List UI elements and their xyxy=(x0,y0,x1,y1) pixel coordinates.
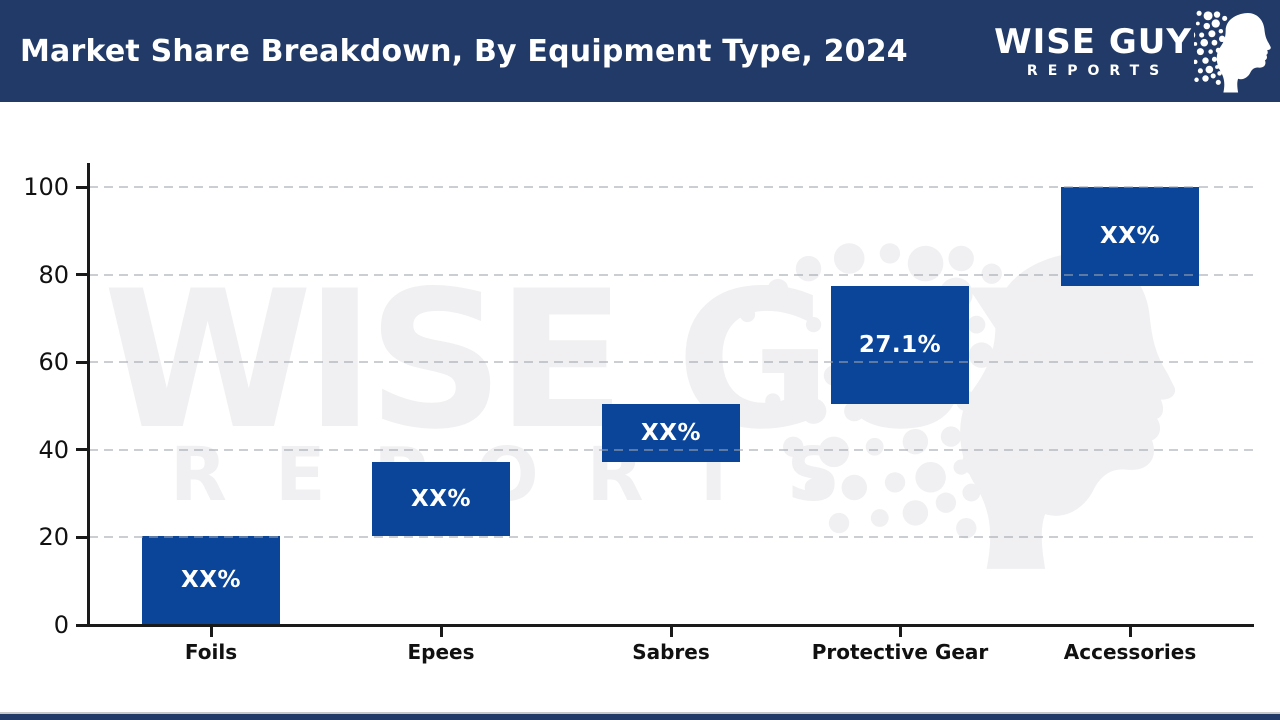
logo-reports-text: REPORTS xyxy=(1026,62,1170,79)
y-tick-label: 40 xyxy=(38,435,69,464)
gridline xyxy=(89,536,1253,539)
y-tick xyxy=(76,273,87,277)
y-tick xyxy=(76,360,87,364)
bar-sabres: XX% xyxy=(602,404,740,462)
page-title: Market Share Breakdown, By Equipment Typ… xyxy=(20,33,908,69)
header-bar: Market Share Breakdown, By Equipment Typ… xyxy=(0,0,1280,102)
x-tick xyxy=(899,627,902,637)
x-tick xyxy=(440,627,443,637)
bar-accessories: XX% xyxy=(1061,187,1199,286)
logo-wordmark: WISE GUY xyxy=(994,21,1192,62)
y-tick-label: 100 xyxy=(23,173,69,201)
y-tick-label: 60 xyxy=(38,348,69,377)
wise-guy-logo: WISE GUY REPORTS xyxy=(994,0,1272,102)
x-axis-label: Accessories xyxy=(1063,640,1197,664)
bar-protective-gear: 27.1% xyxy=(831,285,969,405)
y-tick-label: 20 xyxy=(38,523,69,552)
x-axis-label: Epees xyxy=(407,640,475,664)
logo-head-icon xyxy=(1194,10,1271,93)
y-tick xyxy=(76,535,87,539)
y-tick xyxy=(76,185,87,189)
x-axis-line xyxy=(86,624,1254,627)
bar-value-label: XX% xyxy=(410,485,471,512)
x-tick xyxy=(210,627,213,637)
y-tick xyxy=(76,623,87,627)
bar-value-label: XX% xyxy=(640,419,701,446)
x-tick xyxy=(670,627,673,637)
bar-value-label: XX% xyxy=(1099,223,1160,250)
bar-foils: XX% xyxy=(142,535,280,625)
gridline xyxy=(89,448,1253,451)
bar-epees: XX% xyxy=(372,461,510,536)
gridline xyxy=(89,273,1253,276)
y-tick-label: 80 xyxy=(38,260,69,289)
x-axis-label: Sabres xyxy=(632,640,710,664)
y-axis-line xyxy=(87,163,90,627)
y-tick-label: 0 xyxy=(53,611,69,639)
footer-bar xyxy=(0,712,1280,720)
bar-value-label: 27.1% xyxy=(858,331,942,358)
bar-value-label: XX% xyxy=(180,567,241,594)
gridline xyxy=(89,186,1253,188)
x-tick xyxy=(1129,627,1132,637)
x-axis-label: Foils xyxy=(184,640,238,664)
logo-text: WISE GUY REPORTS xyxy=(994,25,1192,78)
x-axis-label: Protective Gear xyxy=(811,640,989,664)
gridline xyxy=(89,361,1253,364)
y-tick xyxy=(76,448,87,452)
